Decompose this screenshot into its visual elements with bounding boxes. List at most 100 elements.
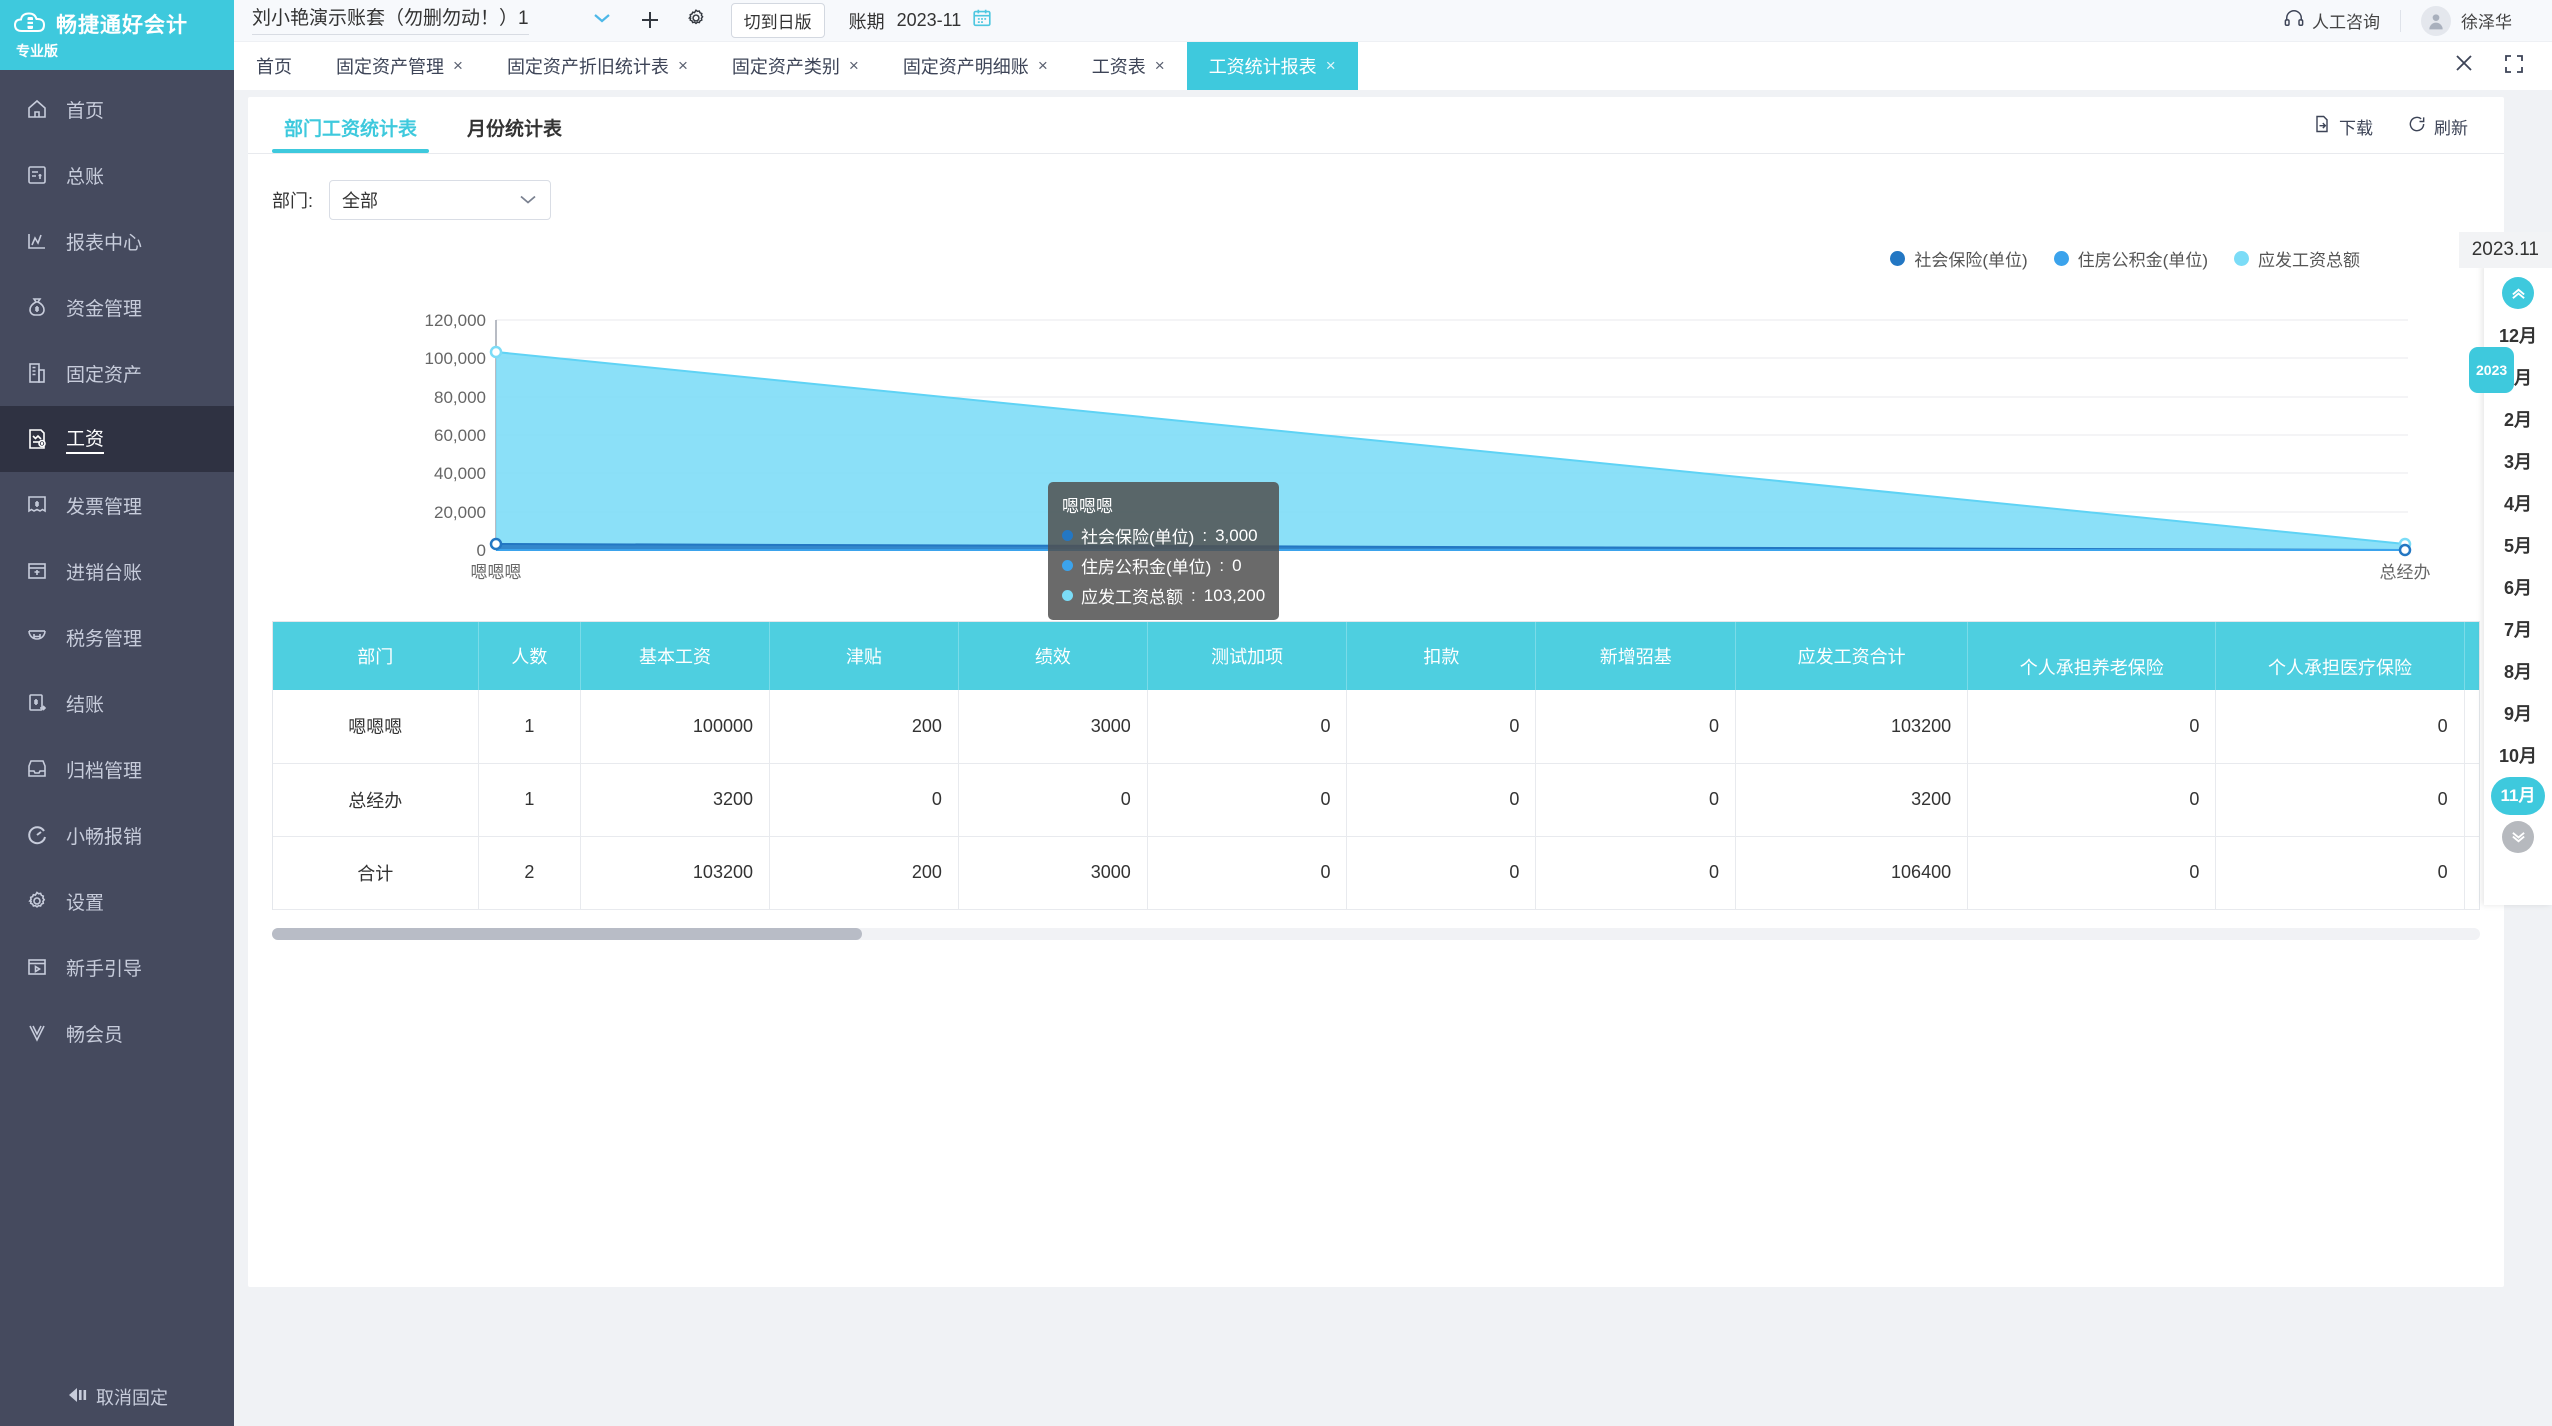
sidebar-item-home[interactable]: 首页	[0, 76, 234, 142]
column-header[interactable]: 个人承担医疗保险	[2215, 622, 2465, 690]
month-item-2[interactable]: 2月	[2503, 410, 2532, 430]
user-name[interactable]: 徐泽华	[2461, 13, 2512, 32]
sidebar-item-fund-management[interactable]: 资金管理	[0, 274, 234, 340]
table-cell: 0	[1346, 690, 1537, 764]
month-item-7[interactable]: 7月	[2503, 620, 2532, 640]
department-select[interactable]: 全部	[329, 180, 552, 220]
chart-icon	[24, 228, 50, 254]
sidebar-item-label: 新手引导	[66, 958, 143, 980]
sidebar-item-beginner-guide[interactable]: 新手引导	[0, 934, 234, 1000]
legend-label: 应发工资总额	[2258, 251, 2360, 270]
sidebar-item-archive-management[interactable]: 归档管理	[0, 736, 234, 802]
legend-item-housing-fund[interactable]: 住房公积金(单位)	[2053, 246, 2208, 271]
column-header[interactable]: 基本工资	[580, 622, 770, 690]
manual-consult-button[interactable]: 人工咨询	[2283, 8, 2380, 33]
settle-icon	[24, 690, 50, 716]
close-icon[interactable]: ×	[848, 56, 859, 75]
sidebar-item-invoice-management[interactable]: 发票管理	[0, 472, 234, 538]
column-header[interactable]: 绩效	[958, 622, 1148, 690]
sidebar-item-vip-member[interactable]: 畅会员	[0, 1000, 234, 1066]
table-header-row: 部门 人数 基本工资 津贴 绩效 测试加项 扣款 新增弨基 应发工资合计 个人承…	[273, 622, 2479, 690]
column-header[interactable]: 津贴	[769, 622, 959, 690]
column-header[interactable]: 人数	[478, 622, 582, 690]
sidebar-collapse-button[interactable]: 取消固定	[0, 1384, 234, 1410]
tooltip-label: 社会保险(单位)	[1081, 528, 1195, 547]
table-cell: 0	[1535, 763, 1737, 837]
sidebar-item-fixed-assets[interactable]: 固定资产	[0, 340, 234, 406]
chevrons-down-icon[interactable]	[2502, 821, 2534, 853]
scrollbar-thumb[interactable]	[272, 927, 862, 940]
subtab-department-payroll-stats[interactable]: 部门工资统计表	[272, 114, 430, 153]
gear-icon[interactable]	[685, 7, 707, 34]
legend-item-social-insurance[interactable]: 社会保险(单位)	[1890, 246, 2028, 271]
sidebar-item-payroll[interactable]: 工资	[0, 406, 234, 472]
chevron-down-icon[interactable]	[591, 11, 613, 30]
chevrons-up-icon[interactable]	[2502, 277, 2534, 309]
sidebar-item-settlement[interactable]: 结账	[0, 670, 234, 736]
tab-label: 工资表	[1091, 57, 1146, 77]
tab-fixed-asset-detail-ledger[interactable]: 固定资产明细账 ×	[881, 42, 1070, 90]
tab-payroll-statistics-report[interactable]: 工资统计报表 ×	[1186, 42, 1358, 90]
tab-home[interactable]: 首页	[234, 42, 314, 90]
table-row[interactable]: 合计 2 103200 200 3000 0 0 0 106400 0 0	[273, 836, 2479, 910]
period-value[interactable]: 2023-11	[896, 10, 962, 30]
tab-label: 固定资产管理	[336, 57, 444, 77]
tab-payroll-sheet[interactable]: 工资表 ×	[1070, 42, 1187, 90]
account-book-name[interactable]: 刘小艳演示账套（勿删勿动！）1	[252, 6, 529, 35]
month-panel-header[interactable]: 2023.11	[2458, 232, 2552, 268]
tab-fixed-asset-management[interactable]: 固定资产管理 ×	[314, 42, 485, 90]
table-cell: 103200	[580, 836, 770, 910]
column-header[interactable]: 个人承担失业保险	[2464, 622, 2479, 690]
fullscreen-icon[interactable]	[2502, 52, 2526, 81]
month-item-1[interactable]: 2023 1月	[2469, 347, 2545, 399]
legend-item-gross-payroll[interactable]: 应发工资总额	[2234, 246, 2360, 271]
refresh-button[interactable]: 刷新	[2407, 114, 2468, 139]
table-row[interactable]: 嗯嗯嗯 1 100000 200 3000 0 0 0 103200 0 0	[273, 690, 2479, 764]
close-icon[interactable]: ×	[677, 56, 688, 75]
guide-icon	[24, 954, 50, 980]
column-header[interactable]: 测试加项	[1147, 622, 1348, 690]
column-header[interactable]: 应发工资合计	[1735, 622, 1969, 690]
switch-to-daily-version-button[interactable]: 切到日版	[730, 3, 825, 38]
column-header[interactable]: 部门	[273, 622, 479, 690]
y-tick-label: 120,000	[425, 311, 486, 330]
close-icon[interactable]: ×	[1037, 56, 1048, 75]
tab-fixed-asset-category[interactable]: 固定资产类别 ×	[710, 42, 881, 90]
month-item-5[interactable]: 5月	[2503, 536, 2532, 556]
tooltip-row: 住房公积金(单位): 0	[1062, 553, 1265, 578]
plus-icon[interactable]	[639, 9, 661, 32]
sidebar-item-tax-management[interactable]: 税务管理	[0, 604, 234, 670]
month-item-4[interactable]: 4月	[2503, 494, 2532, 514]
column-header[interactable]: 扣款	[1346, 622, 1537, 690]
subtab-monthly-stats[interactable]: 月份统计表	[455, 114, 574, 153]
close-icon[interactable]: ×	[1325, 56, 1336, 75]
sidebar-nav: 首页 总账 报表中心	[0, 70, 234, 1066]
avatar[interactable]	[2421, 5, 2451, 36]
sidebar-item-general-ledger[interactable]: 总账	[0, 142, 234, 208]
close-icon[interactable]: ×	[453, 56, 463, 75]
tax-icon	[24, 624, 50, 650]
sidebar-item-report-center[interactable]: 报表中心	[0, 208, 234, 274]
close-all-tabs-icon[interactable]	[2452, 51, 2476, 82]
table-row[interactable]: 总经办 1 3200 0 0 0 0 0 3200 0 0	[273, 763, 2479, 837]
download-button[interactable]: 下载	[2312, 114, 2373, 139]
column-header[interactable]: 新增弨基	[1535, 622, 1737, 690]
tab-fixed-asset-depreciation-stats[interactable]: 固定资产折旧统计表 ×	[485, 42, 710, 90]
month-item-9[interactable]: 9月	[2503, 704, 2532, 724]
legend-swatch	[2234, 251, 2249, 266]
month-item-3[interactable]: 3月	[2503, 452, 2532, 472]
refresh-icon	[2407, 114, 2427, 139]
month-item-10[interactable]: 10月	[2498, 746, 2538, 766]
sidebar-item-settings[interactable]: 设置	[0, 868, 234, 934]
horizontal-scrollbar[interactable]	[272, 927, 2480, 940]
month-item-6[interactable]: 6月	[2503, 578, 2532, 598]
month-item-11-selected[interactable]: 11月	[2491, 777, 2545, 815]
close-icon[interactable]: ×	[1154, 56, 1165, 75]
month-item-8[interactable]: 8月	[2503, 662, 2532, 682]
month-item-12[interactable]: 12月	[2498, 326, 2538, 346]
calendar-icon[interactable]	[971, 7, 993, 34]
column-header[interactable]: 个人承担养老保险	[1967, 622, 2217, 690]
sidebar-item-reimbursement[interactable]: 小畅报销	[0, 802, 234, 868]
sidebar-item-inventory-ledger[interactable]: 进销台账	[0, 538, 234, 604]
